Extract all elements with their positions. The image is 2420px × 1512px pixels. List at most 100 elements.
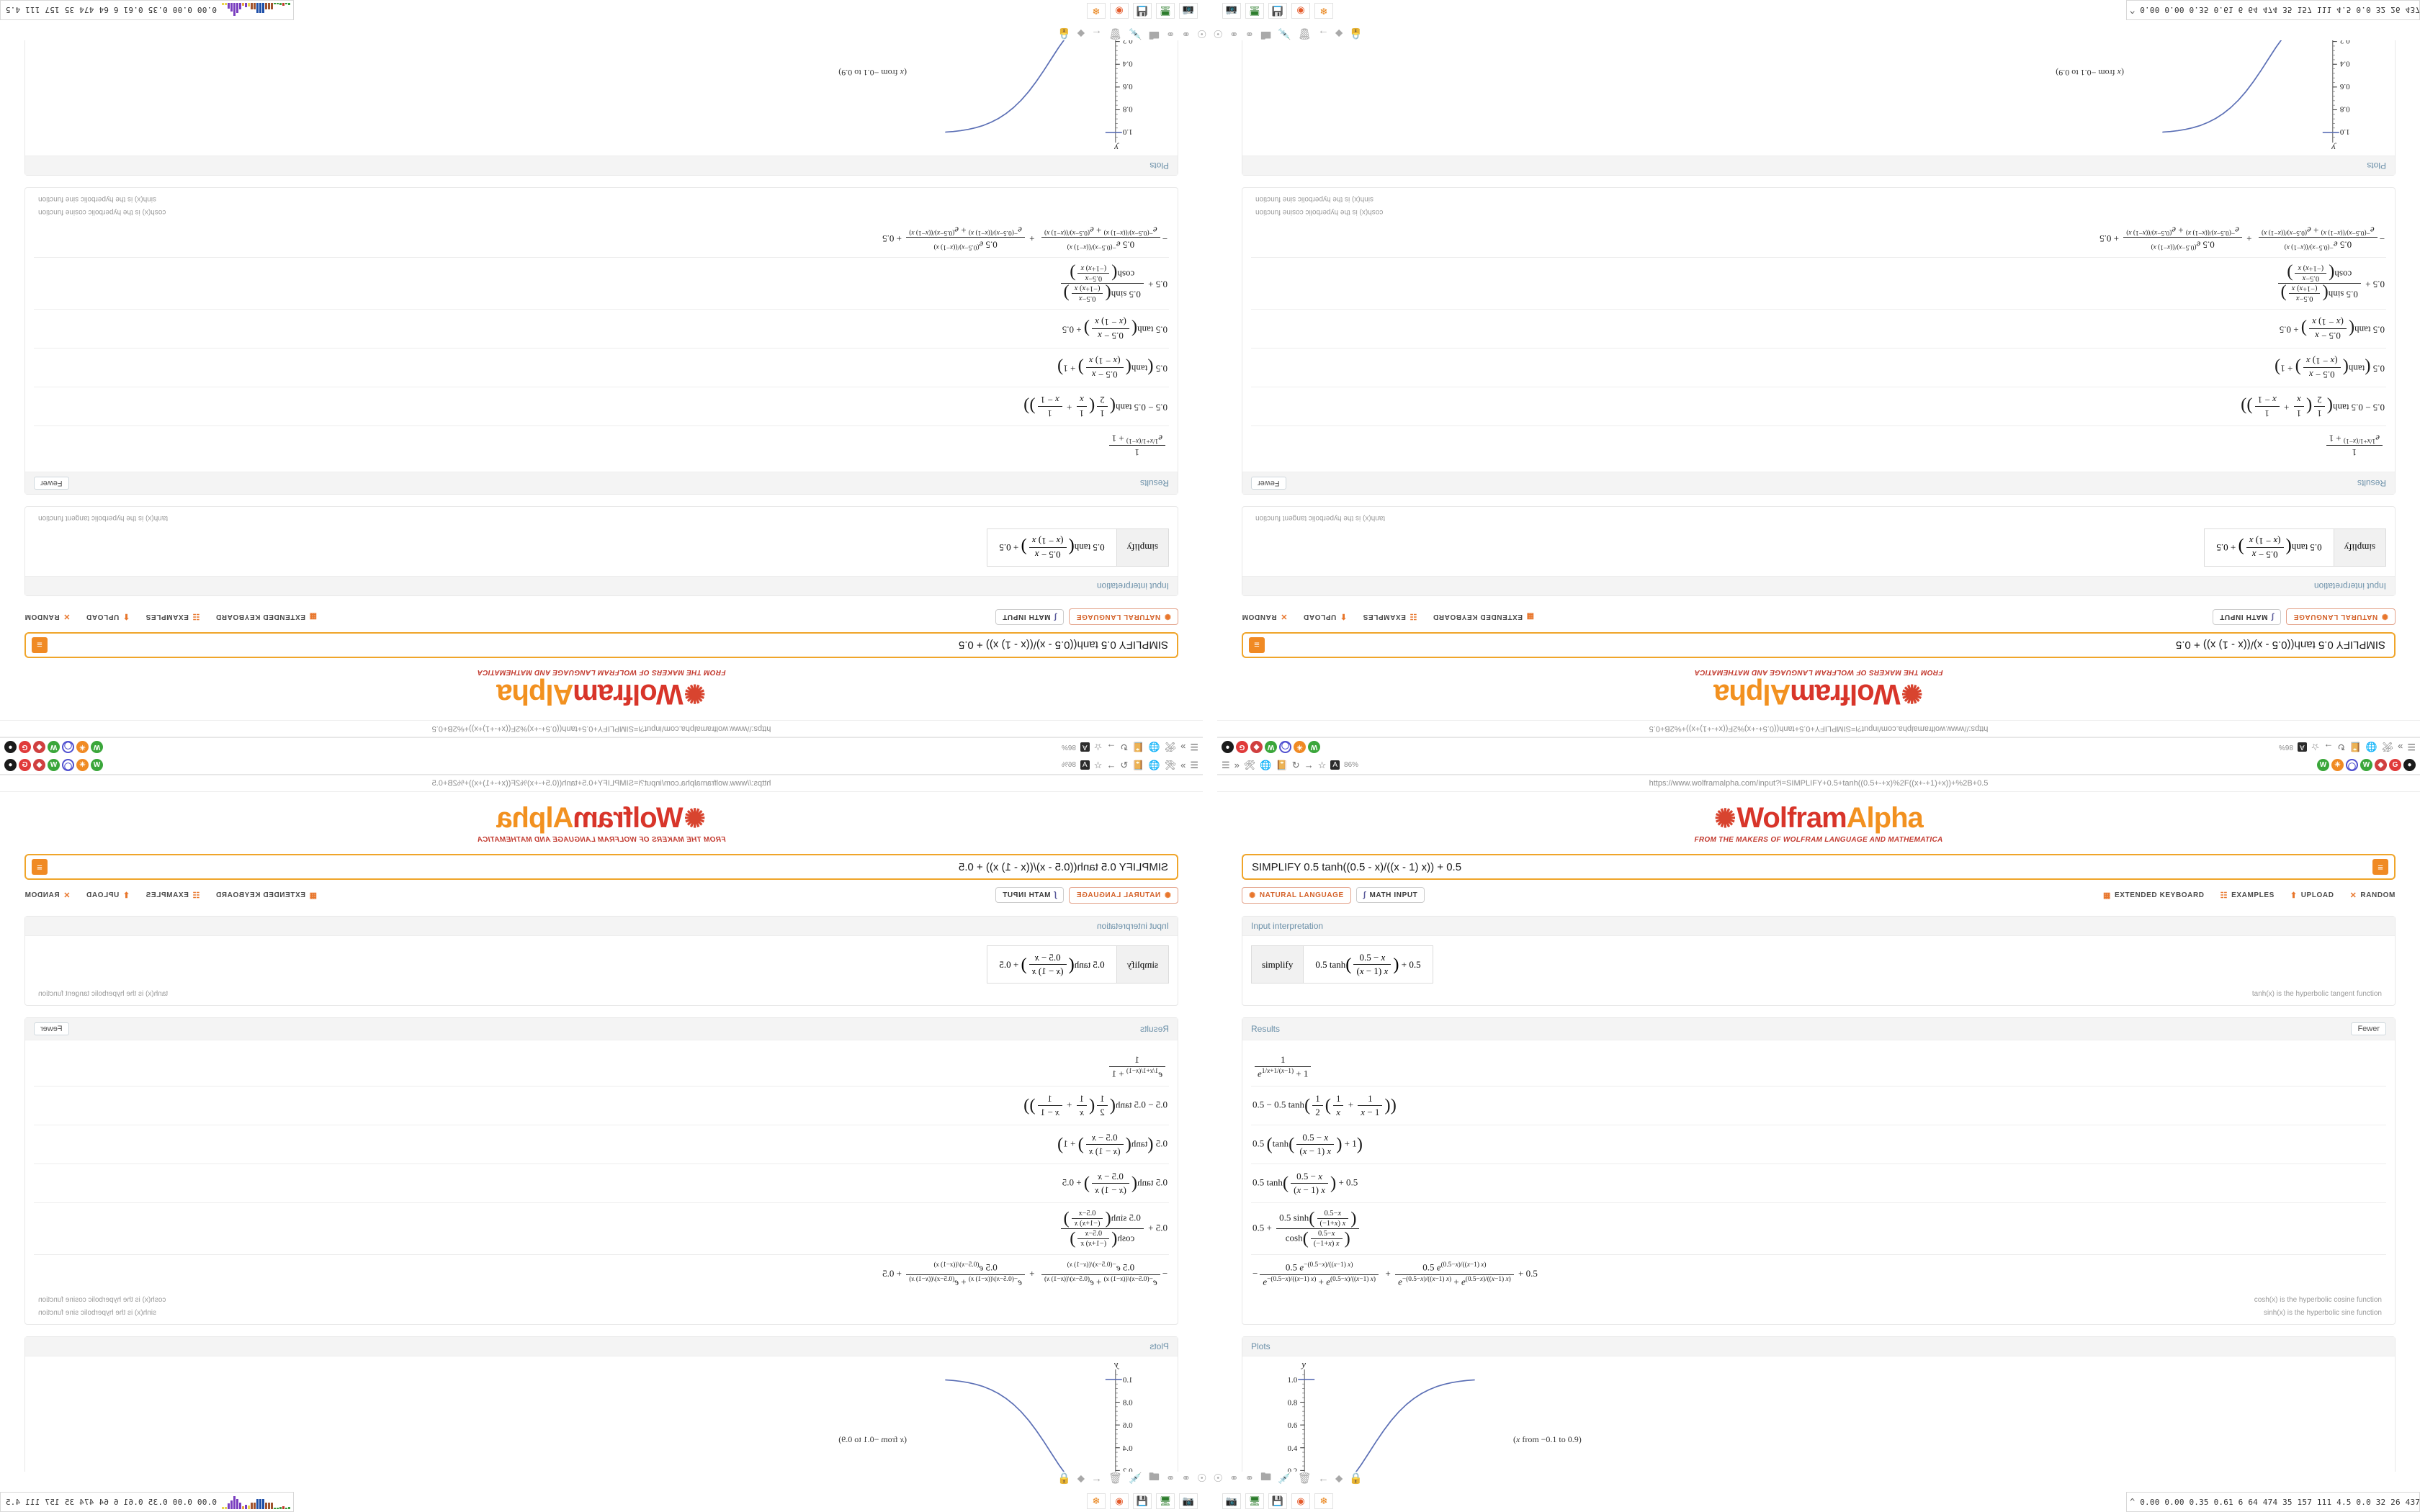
chevron-double-right-icon[interactable]: »: [1180, 760, 1186, 770]
mode-natural-language[interactable]: ✺ NATURAL LANGUAGE: [1069, 886, 1178, 904]
shield-icon-b1[interactable]: ⬥: [1077, 1472, 1085, 1485]
reload-icon[interactable]: ↻: [1120, 759, 1129, 770]
dock-firefox-icon-b[interactable]: ◉: [1110, 1493, 1129, 1509]
tool-examples[interactable]: ☷ EXAMPLES: [1363, 613, 1417, 622]
chevron-double-right-icon[interactable]: »: [2398, 742, 2403, 752]
browser-window-right-bottom[interactable]: ☰ » 🛠 🌐 📔 ↻ → ☆ A 86% W ☀ ◯ W ◆ G ● http…: [1217, 756, 2420, 1472]
tab-favicons[interactable]: W ☀ ◯ W ◆ G ●: [1222, 741, 1320, 753]
tool-random[interactable]: ✕ RANDOM: [24, 613, 70, 622]
dock-screenshot-icon-b[interactable]: 📷: [1179, 1493, 1198, 1509]
folder-icon-b1[interactable]: 🖿: [1148, 1470, 1160, 1483]
globe-icon-2[interactable]: ☉: [1213, 27, 1223, 40]
trash-icon-b2[interactable]: 🗑: [1297, 1472, 1312, 1485]
reader-icon[interactable]: 📔: [1132, 742, 1144, 753]
browser-toolbar[interactable]: ☰ » 🛠 🌐 📔 ↻ → ☆ A 86% W ☀ ◯ W ◆ G ●: [0, 756, 1203, 775]
tool-extended-keyboard[interactable]: ▦ EXTENDED KEYBOARD: [1433, 613, 1534, 622]
browser-window-right-top[interactable]: ☰ » 🛠 🌐 📔 ↻ → ☆ A 86% W ☀ ◯ W ◆ G ● http…: [1217, 40, 2420, 756]
tool-upload[interactable]: ⬆ UPLOAD: [2290, 891, 2334, 900]
translate-icon[interactable]: A: [1330, 760, 1340, 770]
extension-icon[interactable]: 🛠: [2381, 742, 2394, 753]
tool-extended-keyboard[interactable]: ▦ EXTENDED KEYBOARD: [215, 613, 317, 622]
dock-floppy-icon-b[interactable]: 💾: [1133, 1493, 1152, 1509]
query-input-box[interactable]: SIMPLIFY 0.5 tanh((0.5 - x)/((x - 1) x))…: [24, 854, 1178, 880]
trash-icon-b1[interactable]: 🗑: [1108, 1472, 1123, 1485]
syringe-icon-b1[interactable]: 💉: [1129, 1472, 1142, 1485]
arrow-left-icon[interactable]: ←: [1317, 27, 1329, 40]
browser-url-bar[interactable]: https://www.wolframalpha.com/input?i=SIM…: [0, 775, 1203, 792]
query-input-box[interactable]: SIMPLIFY 0.5 tanh((0.5 - x)/((x - 1) x))…: [24, 632, 1178, 658]
shield-icon-2[interactable]: ⬥: [1335, 27, 1343, 40]
eyedropper-icon-b4[interactable]: ⚭: [1245, 1472, 1255, 1485]
tool-upload[interactable]: ⬆ UPLOAD: [1303, 613, 1347, 622]
taskbar-dock-bottom[interactable]: ❄ ◉ 💾 🖥 📷 📷 🖥 💾 ◉ ❄: [1030, 1490, 1390, 1512]
syringe-icon-b2[interactable]: 💉: [1278, 1472, 1291, 1485]
dock-blender-icon[interactable]: ❄: [1087, 3, 1106, 19]
tab-favicons[interactable]: W ☀ ◯ W ◆ G ●: [2317, 759, 2416, 771]
arrow-forward-icon[interactable]: →: [2323, 742, 2334, 752]
browser-url-bar[interactable]: https://www.wolframalpha.com/input?i=SIM…: [0, 720, 1203, 737]
tool-random[interactable]: ✕ RANDOM: [24, 891, 70, 900]
browser-window-left-top[interactable]: ☰ » 🛠 🌐 📔 ↻ → ☆ A 86% W ☀ ◯ W ◆ G ● http…: [0, 40, 1203, 756]
shield-icon-b2[interactable]: ⬥: [1335, 1472, 1343, 1485]
query-input[interactable]: SIMPLIFY 0.5 tanh((0.5 - x)/((x - 1) x))…: [1252, 860, 1462, 873]
query-input[interactable]: SIMPLIFY 0.5 tanh((0.5 - x)/((x - 1) x))…: [958, 860, 1168, 873]
wolframalpha-logo[interactable]: ✺WolframAlpha: [24, 678, 1178, 710]
wolframalpha-logo[interactable]: ✺WolframAlpha: [1242, 678, 2396, 710]
menu-icon[interactable]: ☰: [1190, 759, 1198, 770]
query-input[interactable]: SIMPLIFY 0.5 tanh((0.5 - x)/((x - 1) x))…: [958, 639, 1168, 652]
panel-bar-bottom[interactable]: 🔒 ⬥ → 🗑 💉 🖿 ⚭ ⚭ ☉ ☉ ⚭ ⚭ 🖿 💉 🗑 ← ⬥ 🔒: [1030, 1467, 1390, 1489]
eyedropper-icon-b1[interactable]: ⚭: [1165, 1472, 1175, 1485]
tool-random[interactable]: ✕ RANDOM: [2350, 891, 2396, 900]
dock-floppy-icon-b2[interactable]: 💾: [1268, 1493, 1287, 1509]
chevron-double-right-icon[interactable]: »: [1180, 742, 1186, 752]
trash-icon[interactable]: 🗑: [1108, 27, 1123, 40]
eyedropper-icon-b3[interactable]: ⚭: [1229, 1472, 1239, 1485]
submit-button[interactable]: ≡: [32, 859, 48, 875]
mode-math-input[interactable]: ∫ MATH INPUT: [995, 887, 1065, 903]
submit-button[interactable]: ≡: [2372, 859, 2388, 875]
eyedropper-icon-3[interactable]: ⚭: [1229, 27, 1239, 40]
tool-extended-keyboard[interactable]: ▦ EXTENDED KEYBOARD: [2103, 891, 2205, 900]
browser-toolbar[interactable]: ☰ » 🛠 🌐 📔 ↻ → ☆ A 86% W ☀ ◯ W ◆ G ●: [1217, 756, 2420, 775]
menu-icon[interactable]: ☰: [2407, 742, 2416, 753]
syringe-icon[interactable]: 💉: [1129, 27, 1142, 40]
dock-blender-icon-b2[interactable]: ❄: [1314, 1493, 1333, 1509]
query-toolbar[interactable]: ✺ NATURAL LANGUAGE ∫ MATH INPUT ▦ EXTEND…: [24, 608, 1178, 626]
dock-terminal-icon-b[interactable]: 🖥: [1156, 1493, 1175, 1509]
menu-icon[interactable]: ☰: [1190, 742, 1198, 753]
dock-screenshot-icon-2[interactable]: 📷: [1222, 3, 1241, 19]
fewer-button[interactable]: Fewer: [2351, 1022, 2386, 1035]
shield-icon[interactable]: ⬥: [1077, 27, 1085, 40]
tool-upload[interactable]: ⬆ UPLOAD: [86, 613, 130, 622]
globe-icon-toolbar[interactable]: 🌐: [1148, 742, 1160, 753]
submit-button[interactable]: ≡: [1249, 637, 1265, 653]
tool-examples[interactable]: ☷ EXAMPLES: [2220, 891, 2275, 900]
tool-random[interactable]: ✕ RANDOM: [1242, 613, 1287, 622]
dock-screenshot-icon-b2[interactable]: 📷: [1222, 1493, 1241, 1509]
dock-blender-icon-b[interactable]: ❄: [1087, 1493, 1106, 1509]
syringe-icon-2[interactable]: 💉: [1278, 27, 1291, 40]
browser-url-bar[interactable]: https://www.wolframalpha.com/input?i=SIM…: [1217, 775, 2420, 792]
arrow-forward-icon[interactable]: →: [1106, 742, 1116, 752]
chevron-double-right-icon[interactable]: »: [1234, 760, 1240, 770]
arrow-left-icon-b[interactable]: ←: [1317, 1472, 1329, 1485]
globe-icon-toolbar[interactable]: 🌐: [1260, 759, 1272, 770]
star-icon[interactable]: ☆: [1317, 759, 1327, 770]
tab-favicons[interactable]: W ☀ ◯ W ◆ G ●: [4, 741, 103, 753]
tool-extended-keyboard[interactable]: ▦ EXTENDED KEYBOARD: [215, 891, 317, 900]
reader-icon[interactable]: 📔: [1132, 759, 1144, 770]
star-icon[interactable]: ☆: [1093, 759, 1103, 770]
chevron-up-icon-rb[interactable]: ^: [2130, 1497, 2136, 1507]
browser-url-bar[interactable]: https://www.wolframalpha.com/input?i=SIM…: [1217, 720, 2420, 737]
star-icon[interactable]: ☆: [1093, 742, 1103, 753]
translate-icon[interactable]: A: [2297, 742, 2307, 752]
translate-icon[interactable]: A: [1080, 742, 1090, 752]
dock-floppy-icon[interactable]: 💾: [1133, 3, 1152, 19]
browser-toolbar[interactable]: ☰ » 🛠 🌐 📔 ↻ → ☆ A 86% W ☀ ◯ W ◆ G ●: [0, 737, 1203, 756]
dock-terminal-icon-2[interactable]: 🖥: [1245, 3, 1264, 19]
query-input[interactable]: SIMPLIFY 0.5 tanh((0.5 - x)/((x - 1) x))…: [2175, 639, 2385, 652]
globe-icon-toolbar[interactable]: 🌐: [1148, 759, 1160, 770]
arrow-right-icon[interactable]: →: [1091, 27, 1103, 40]
extension-icon[interactable]: 🛠: [1243, 759, 1256, 770]
dock-blender-icon-2[interactable]: ❄: [1314, 3, 1333, 19]
